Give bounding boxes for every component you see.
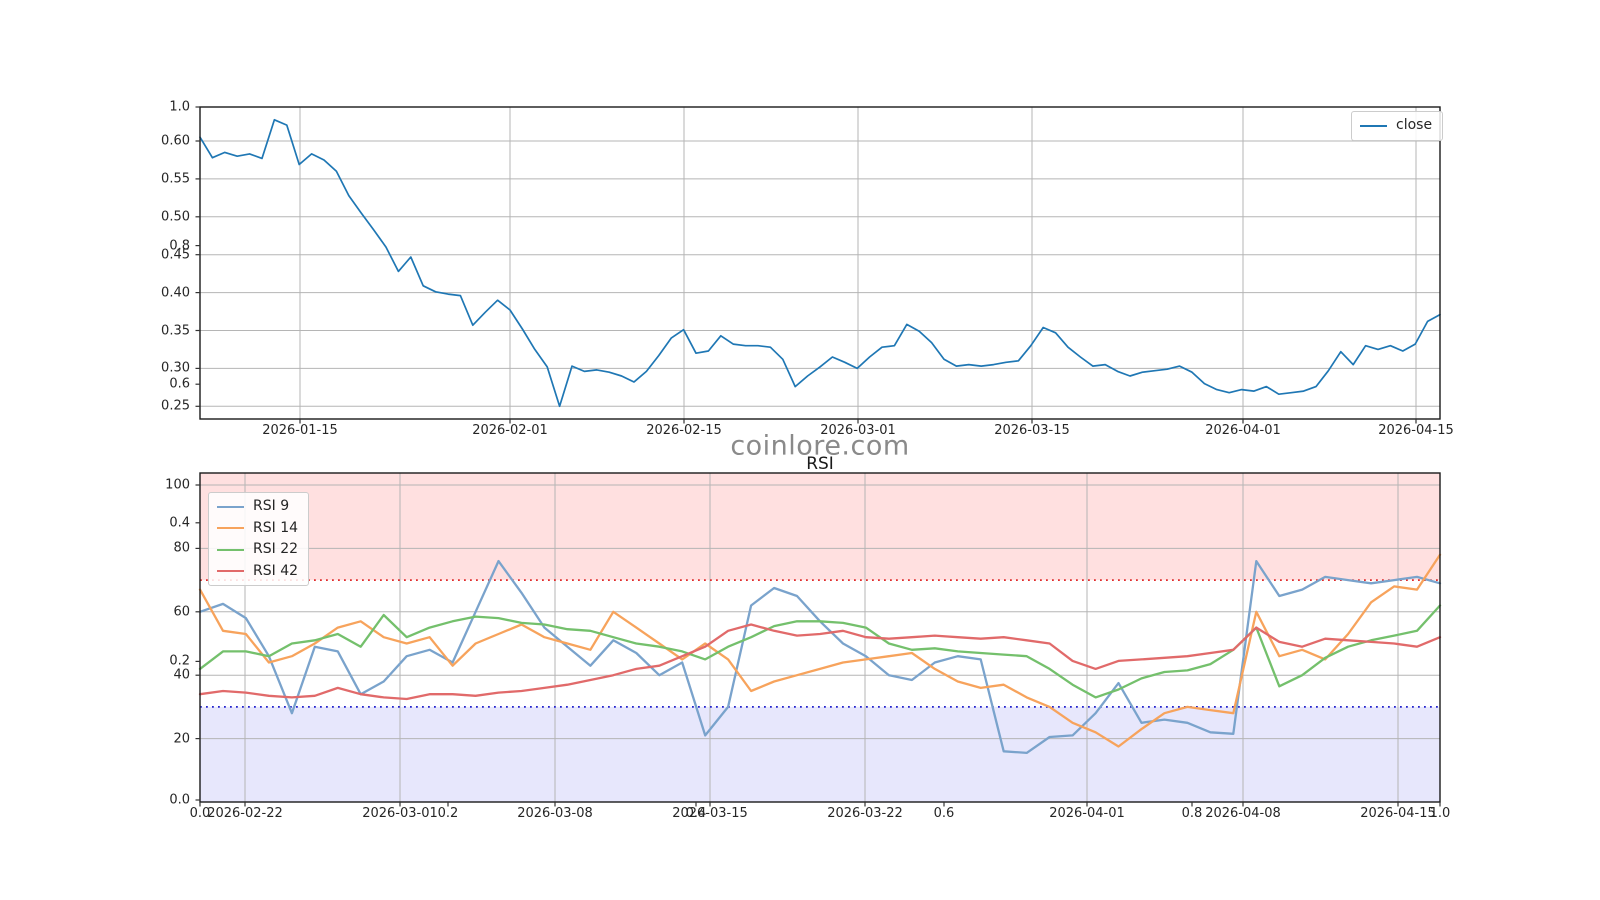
price-x-tick-label: 2026-03-15 <box>994 423 1070 438</box>
rsi-y-tick-label: 80 <box>173 540 190 556</box>
oversold-band <box>200 706 1440 802</box>
price-x-tick-label: 2026-04-15 <box>1378 423 1454 438</box>
rsi-y-tick-label: 40 <box>173 667 190 683</box>
rsi-y-tick-label: 100 <box>165 477 190 493</box>
price-y-tick-label: 0.30 <box>161 360 190 376</box>
price-y-tick-label: 0.25 <box>161 398 190 414</box>
price-y-tick-label: 0.35 <box>161 323 190 338</box>
price-y-tick-label: 0.40 <box>161 285 190 301</box>
price-y-tick-label: 0.55 <box>161 171 190 187</box>
rsi-legend: RSI 9 RSI 14 RSI 22 RSI 42 <box>208 492 310 586</box>
legend-item: RSI 22 <box>217 541 298 559</box>
price-y-tick-label: 0.50 <box>161 209 190 225</box>
legend-label: close <box>1396 117 1433 133</box>
legend-line-sample <box>217 527 244 530</box>
rsi-14-line <box>198 553 1442 748</box>
rsi-y-tick-label: 60 <box>173 604 190 620</box>
overlay-y-tick-label: 0.4 <box>169 515 190 531</box>
legend-item: RSI 14 <box>217 520 298 538</box>
legend-label: RSI 22 <box>253 541 299 557</box>
overbought-band <box>200 473 1440 581</box>
price-x-tick-label: 2026-02-15 <box>646 423 722 438</box>
overlay-y-tick-label: 1.0 <box>169 99 190 115</box>
rsi-x-tick-label: 2026-02-22 <box>207 806 283 821</box>
price-x-tick-label: 2026-04-01 <box>1205 423 1281 438</box>
rsi-axes-frame <box>199 472 1441 803</box>
overlay-x-tick-label: 1.0 <box>1429 806 1451 821</box>
overlay-x-tick-label: 0.8 <box>1181 806 1203 821</box>
rsi-x-tick-label: 2026-04-01 <box>1049 806 1125 821</box>
legend-item: RSI 42 <box>217 563 298 581</box>
legend-line-sample <box>217 548 244 551</box>
overlay-x-tick-label: 0.0 <box>189 806 211 821</box>
watermark: coinlore.com <box>730 430 910 462</box>
price-x-tick-label: 2026-03-01 <box>820 423 896 438</box>
legend-line-sample <box>217 570 244 573</box>
rsi-x-tick-label: 2026-03-15 <box>672 806 748 821</box>
rsi-x-tick-label: 2026-03-01 <box>362 806 438 821</box>
overlay-y-tick-label: 0.2 <box>169 653 190 669</box>
legend-label: RSI 14 <box>253 519 299 536</box>
overlay-y-tick-label: 0.8 <box>169 238 190 254</box>
rsi-42-line <box>198 623 1442 701</box>
legend-label: RSI 9 <box>253 498 290 514</box>
price-legend: close <box>1351 111 1444 141</box>
rsi-x-tick-label: 2026-03-22 <box>827 806 903 821</box>
overlay-x-tick-label: 0.2 <box>437 806 459 821</box>
price-x-tick-label: 2026-02-01 <box>472 423 548 438</box>
price-y-tick-label: 0.45 <box>161 247 190 263</box>
overlay-y-tick-label: 0.6 <box>169 376 190 392</box>
rsi-x-tick-label: 2026-03-08 <box>517 806 593 821</box>
overlay-x-tick-label: 0.6 <box>933 806 955 821</box>
rsi-x-tick-label: 2026-04-15 <box>1360 806 1436 821</box>
price-y-tick-label: 0.60 <box>161 133 190 149</box>
overlay-y-tick-label: 0.0 <box>169 792 190 808</box>
legend-label: RSI 42 <box>253 562 299 579</box>
price-x-tick-label: 2026-01-15 <box>262 423 338 438</box>
legend-item: close <box>1360 117 1432 135</box>
rsi-x-tick-label: 2026-04-08 <box>1205 806 1281 821</box>
legend-line-sample <box>1360 124 1387 127</box>
close-line <box>199 118 1441 408</box>
legend-line-sample <box>217 505 244 508</box>
legend-item: RSI 9 <box>217 498 298 516</box>
rsi-y-tick-label: 20 <box>173 731 190 747</box>
rsi-chart-title: RSI <box>806 454 834 474</box>
overlay-x-tick-label: 0.4 <box>685 806 707 821</box>
price-axes-frame <box>199 106 1441 420</box>
